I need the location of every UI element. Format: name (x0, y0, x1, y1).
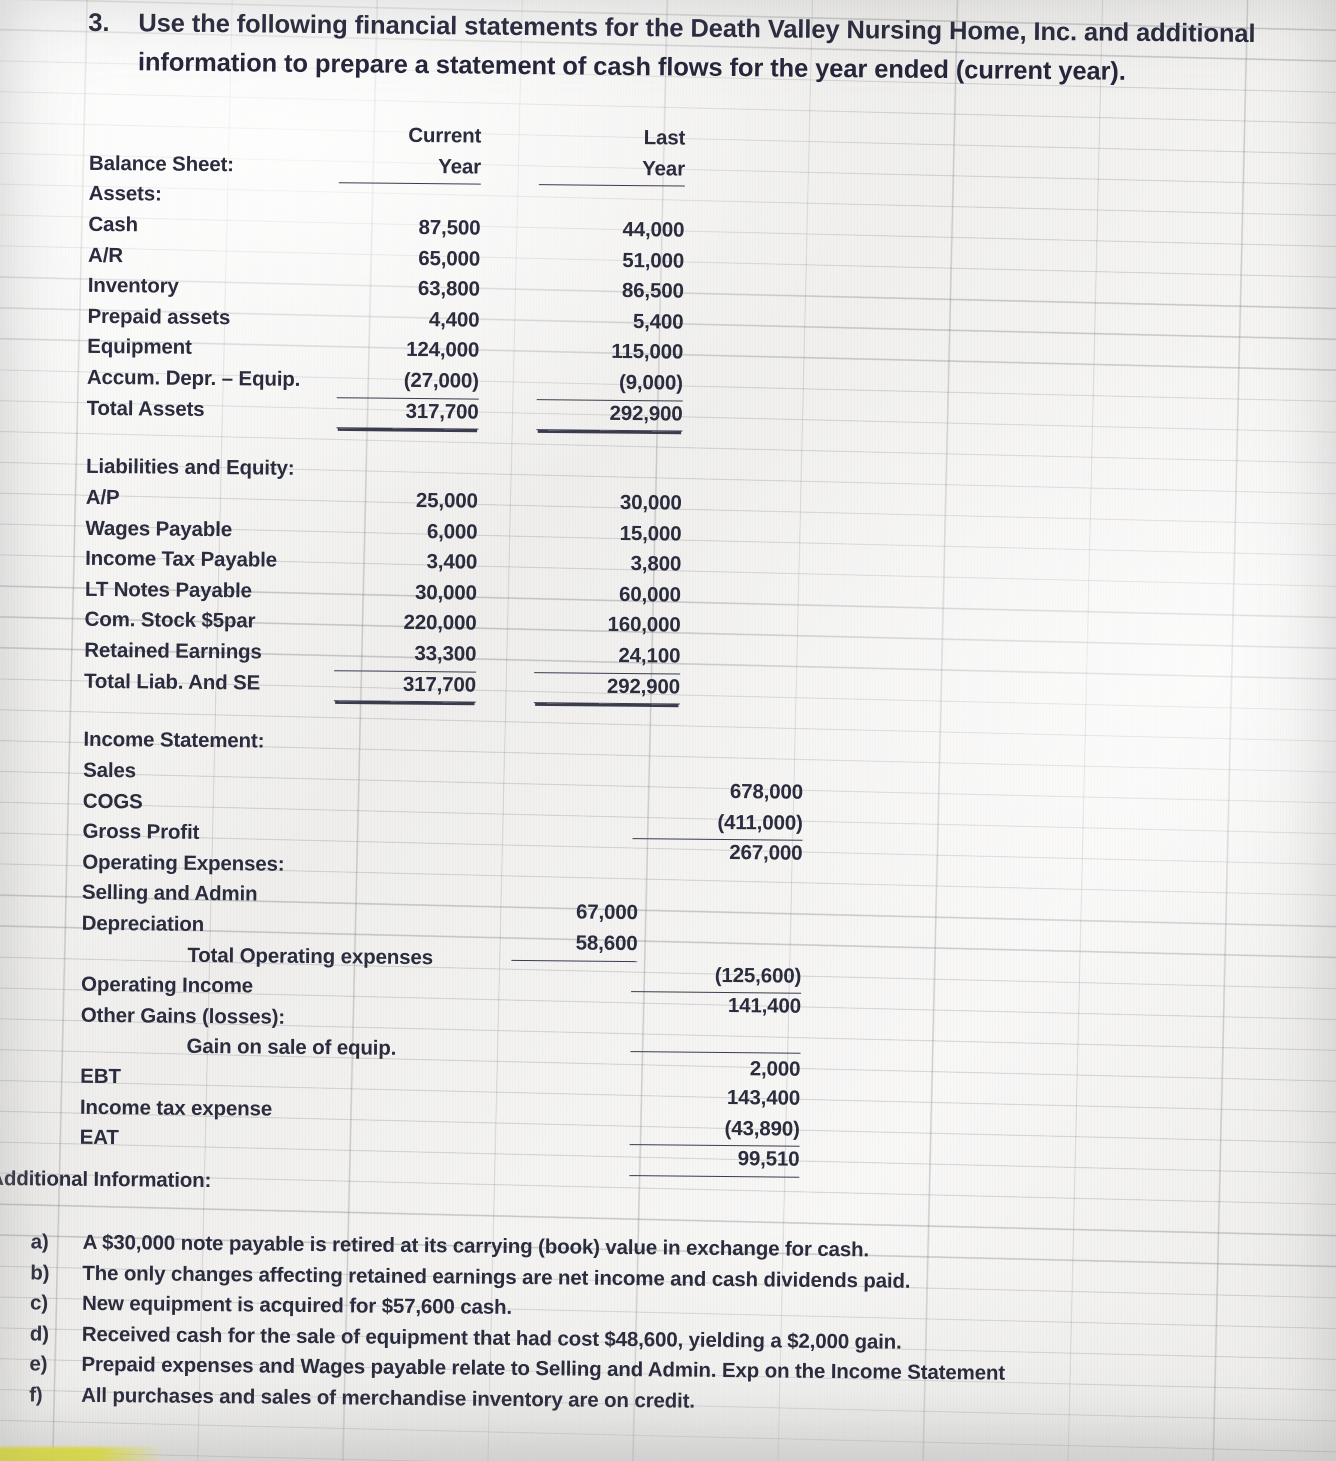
cell-value: 5,400 (632, 309, 684, 334)
row-label: Other Gains (losses): (80, 1003, 286, 1029)
row-label: Equipment (87, 335, 192, 360)
cell-value: 3,800 (630, 552, 682, 576)
cell-value: 124,000 (406, 338, 480, 362)
row-label: Total Liab. And SE (83, 669, 261, 695)
assets-section-title: Assets: (88, 182, 162, 206)
list-item-marker: d) (29, 1322, 49, 1346)
col-header-last-line2: Year (538, 152, 686, 187)
cell-value: 33,300 (334, 638, 477, 673)
cell-value: 115,000 (611, 340, 684, 364)
cell-value: 60,000 (618, 582, 681, 607)
cell-value: 15,000 (619, 521, 682, 546)
question-number: 3. (88, 8, 110, 38)
row-label: EAT (79, 1125, 119, 1150)
row-label: Income Tax Payable (85, 547, 278, 572)
cell-value: 317,700 (336, 395, 479, 430)
row-label: Prepaid assets (87, 304, 231, 329)
row-label: A/P (85, 485, 120, 510)
cell-value: 30,000 (619, 490, 682, 515)
list-item-marker: b) (30, 1260, 50, 1285)
highlighter-mark (0, 1447, 164, 1461)
cell-value: 317,700 (333, 668, 477, 703)
row-label: Com. Stock $5par (84, 608, 256, 633)
cell-value: 4,400 (428, 307, 480, 332)
list-item-marker: c) (29, 1291, 49, 1315)
row-label: Accum. Depr. – Equip. (86, 365, 301, 391)
list-item-marker: e) (29, 1352, 48, 1376)
cell-value: 6,000 (426, 519, 478, 544)
row-label: Income tax expense (79, 1095, 273, 1121)
row-label: Gain on sale of equip. (186, 1035, 397, 1061)
additional-information-title: Additional Information: (0, 1166, 212, 1193)
cell-value: 3,400 (426, 550, 478, 574)
cell-value: (27,000) (336, 365, 480, 400)
cell-value: 24,100 (534, 640, 681, 675)
row-label: Sales (83, 758, 137, 783)
row-label: Selling and Admin (81, 881, 258, 906)
assets-table: Cash 87,500 44,000 A/R 65,000 51,000 Inventory… (0, 209, 1334, 436)
cell-value: 87,500 (418, 216, 481, 240)
cell-value: 99,510 (629, 1143, 800, 1178)
row-label: Total Assets (86, 396, 205, 421)
balance-sheet-title: Balance Sheet: (88, 151, 234, 176)
row-label: LT Notes Payable (84, 577, 252, 603)
liabilities-table: A/P 25,000 30,000 Wages Payable 6,000 15,000 I… (0, 482, 1332, 709)
row-label: Operating Income (80, 972, 254, 998)
list-item-marker: f) (29, 1383, 43, 1407)
cell-value: 65,000 (418, 246, 481, 271)
row-label: Wages Payable (85, 516, 233, 541)
additional-information-list: a) A $30,000 note payable is retired at i… (29, 1227, 1311, 1423)
col-header-current-line1: Current (408, 123, 482, 148)
income-statement-table: Sales 678,000 COGS (411,000) Gross Profit 267… (0, 755, 1329, 1178)
row-label: Cash (88, 212, 139, 237)
income-statement-title: Income Statement: (83, 727, 265, 753)
cell-value: 220,000 (403, 611, 477, 635)
row-label: Operating Expenses: (82, 850, 285, 876)
cell-value: 51,000 (622, 248, 685, 273)
list-item-text: New equipment is acquired for $57,600 ca… (81, 1292, 513, 1320)
column-headers: Current Last Balance Sheet: Year Year As… (0, 117, 1335, 222)
cell-value: 160,000 (607, 613, 681, 637)
question-heading: 3. Use the following financial statement… (88, 4, 1336, 94)
question-text: Use the following financial statements f… (137, 9, 1256, 86)
cell-value: 86,500 (621, 279, 684, 303)
cell-value: 63,800 (417, 277, 480, 301)
cell-value: 292,900 (533, 670, 681, 705)
list-item-marker: a) (30, 1230, 49, 1254)
row-label: Gross Profit (82, 819, 200, 845)
row-label: Total Operating expenses (187, 943, 434, 969)
row-label: COGS (82, 789, 143, 813)
cell-value: 30,000 (414, 580, 477, 605)
row-label: A/R (88, 243, 124, 267)
col-header-last-line1: Last (643, 126, 686, 150)
row-label: Retained Earnings (84, 638, 262, 664)
cell-value: 292,900 (536, 397, 683, 432)
row-label: EBT (80, 1064, 121, 1089)
cell-value: 25,000 (415, 488, 478, 513)
row-label: Inventory (87, 274, 179, 298)
cell-value: (9,000) (536, 367, 684, 402)
row-label: Depreciation (81, 911, 205, 936)
list-item-text: All purchases and sales of merchandise i… (81, 1383, 695, 1413)
cell-value: 44,000 (622, 217, 685, 242)
liabilities-section-title: Liabilities and Equity: (85, 454, 295, 480)
col-header-current-line2: Year (338, 150, 482, 185)
